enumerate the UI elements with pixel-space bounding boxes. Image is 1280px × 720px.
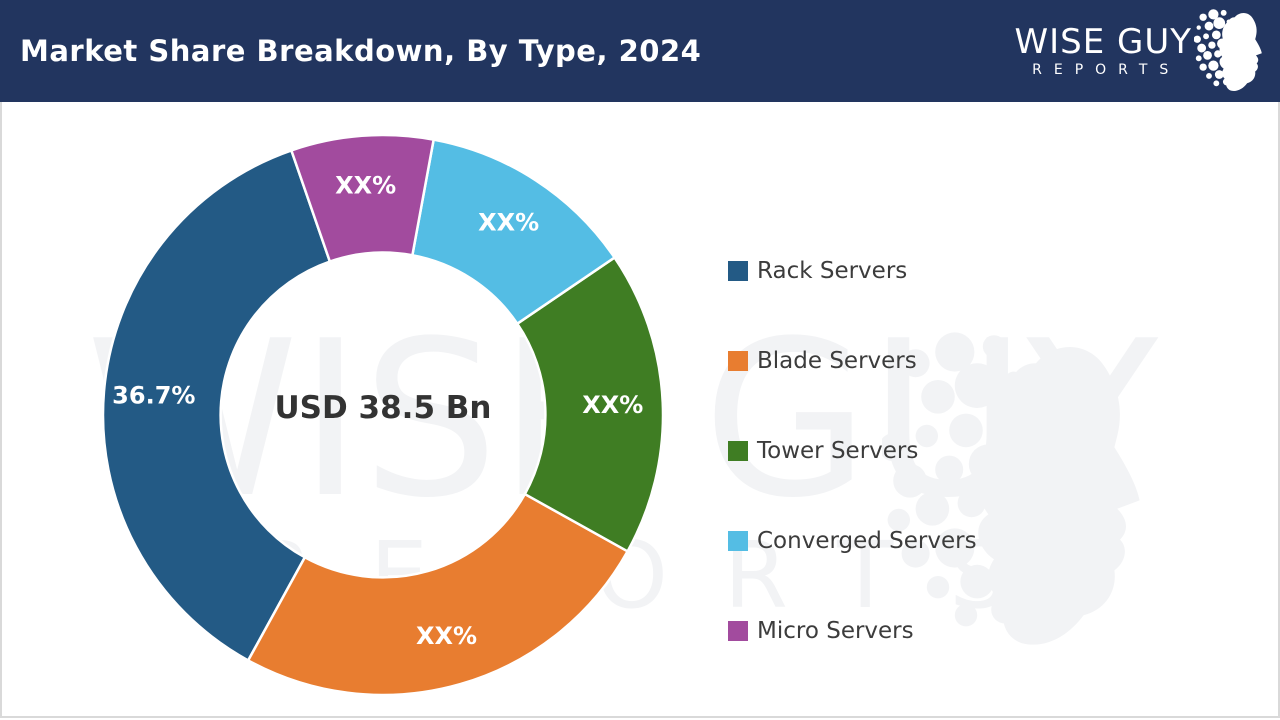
logo-wordmark: WISE GUY [1014, 22, 1192, 62]
donut-value-label-tower-servers: XX% [582, 391, 643, 419]
legend-item-converged-servers: Converged Servers [728, 526, 977, 556]
wiseguy-face-icon [1194, 7, 1268, 95]
legend-label-rack-servers: Rack Servers [757, 258, 908, 284]
donut-segment-rack-servers [101, 149, 332, 662]
legend-swatch-tower-servers [728, 441, 748, 461]
donut-center-label: USD 38.5 Bn [275, 390, 492, 426]
legend-swatch-converged-servers [728, 531, 748, 551]
legend-item-rack-servers: Rack Servers [728, 256, 907, 286]
wiseguy-logo: WISE GUY REPORTS [1014, 5, 1268, 97]
legend-item-tower-servers: Tower Servers [728, 436, 918, 466]
legend-label-micro-servers: Micro Servers [757, 618, 914, 644]
legend-item-micro-servers: Micro Servers [728, 616, 914, 646]
page-title: Market Share Breakdown, By Type, 2024 [20, 34, 702, 68]
legend-label-converged-servers: Converged Servers [757, 528, 977, 554]
watermark-face-icon [882, 324, 1162, 660]
legend-label-tower-servers: Tower Servers [757, 438, 919, 464]
donut-value-label-blade-servers: XX% [416, 622, 477, 650]
legend-item-blade-servers: Blade Servers [728, 346, 917, 376]
logo-subtitle: REPORTS [1032, 62, 1181, 78]
header-bar: Market Share Breakdown, By Type, 2024 WI… [0, 0, 1280, 102]
donut-value-label-micro-servers: XX% [335, 172, 396, 200]
donut-segment-tower-servers [516, 256, 665, 553]
legend-label-blade-servers: Blade Servers [757, 348, 917, 374]
legend-swatch-rack-servers [728, 261, 748, 281]
donut-chart: 36.7% XX% XX% XX% XX% USD 38.5 Bn [101, 133, 665, 697]
donut-segment-blade-servers [246, 492, 629, 697]
donut-value-label-rack-servers: 36.7% [112, 382, 195, 410]
donut-value-label-converged-servers: XX% [478, 208, 539, 236]
legend-swatch-blade-servers [728, 351, 748, 371]
legend-swatch-micro-servers [728, 621, 748, 641]
wiseguy-logo-text: WISE GUY REPORTS [1014, 25, 1192, 77]
donut-segment-micro-servers [290, 133, 435, 263]
